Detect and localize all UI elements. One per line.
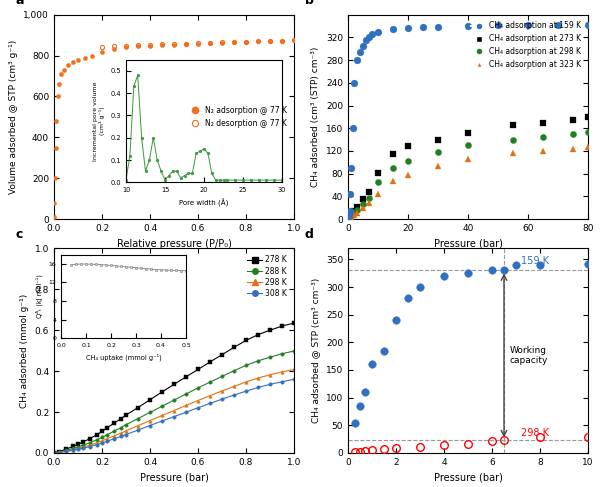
X-axis label: Pressure (bar): Pressure (bar) xyxy=(434,239,502,248)
Y-axis label: CH₄ adsorbed (cm³ (STP) cm⁻³): CH₄ adsorbed (cm³ (STP) cm⁻³) xyxy=(311,47,320,187)
Text: Working
capacity: Working capacity xyxy=(510,346,548,365)
Legend: N₂ adsorption @ 77 K, N₂ desorption @ 77 K: N₂ adsorption @ 77 K, N₂ desorption @ 77… xyxy=(185,103,290,131)
Y-axis label: Volume adsorbed @ STP (cm³ g⁻¹): Volume adsorbed @ STP (cm³ g⁻¹) xyxy=(9,40,18,194)
Legend: 278 K, 288 K, 298 K, 308 K: 278 K, 288 K, 298 K, 308 K xyxy=(244,252,290,301)
Text: d: d xyxy=(305,228,314,241)
Text: 159 K: 159 K xyxy=(521,256,549,266)
Legend: CH₄ adsorption at 159 K, CH₄ adsorption at 273 K, CH₄ adsorption at 298 K, CH₄ a: CH₄ adsorption at 159 K, CH₄ adsorption … xyxy=(469,19,584,72)
Text: b: b xyxy=(305,0,314,7)
X-axis label: Relative pressure (P/P₀): Relative pressure (P/P₀) xyxy=(116,239,232,248)
Y-axis label: CH₄ adsorbed (mmol g⁻¹): CH₄ adsorbed (mmol g⁻¹) xyxy=(20,294,29,408)
X-axis label: Pressure (bar): Pressure (bar) xyxy=(434,472,502,482)
Text: 298 K: 298 K xyxy=(521,428,549,438)
Text: c: c xyxy=(16,228,23,241)
Text: a: a xyxy=(16,0,24,7)
X-axis label: Pressure (bar): Pressure (bar) xyxy=(140,472,208,482)
Y-axis label: CH₄ adsorbed @ STP (cm³ cm⁻³): CH₄ adsorbed @ STP (cm³ cm⁻³) xyxy=(311,278,320,423)
